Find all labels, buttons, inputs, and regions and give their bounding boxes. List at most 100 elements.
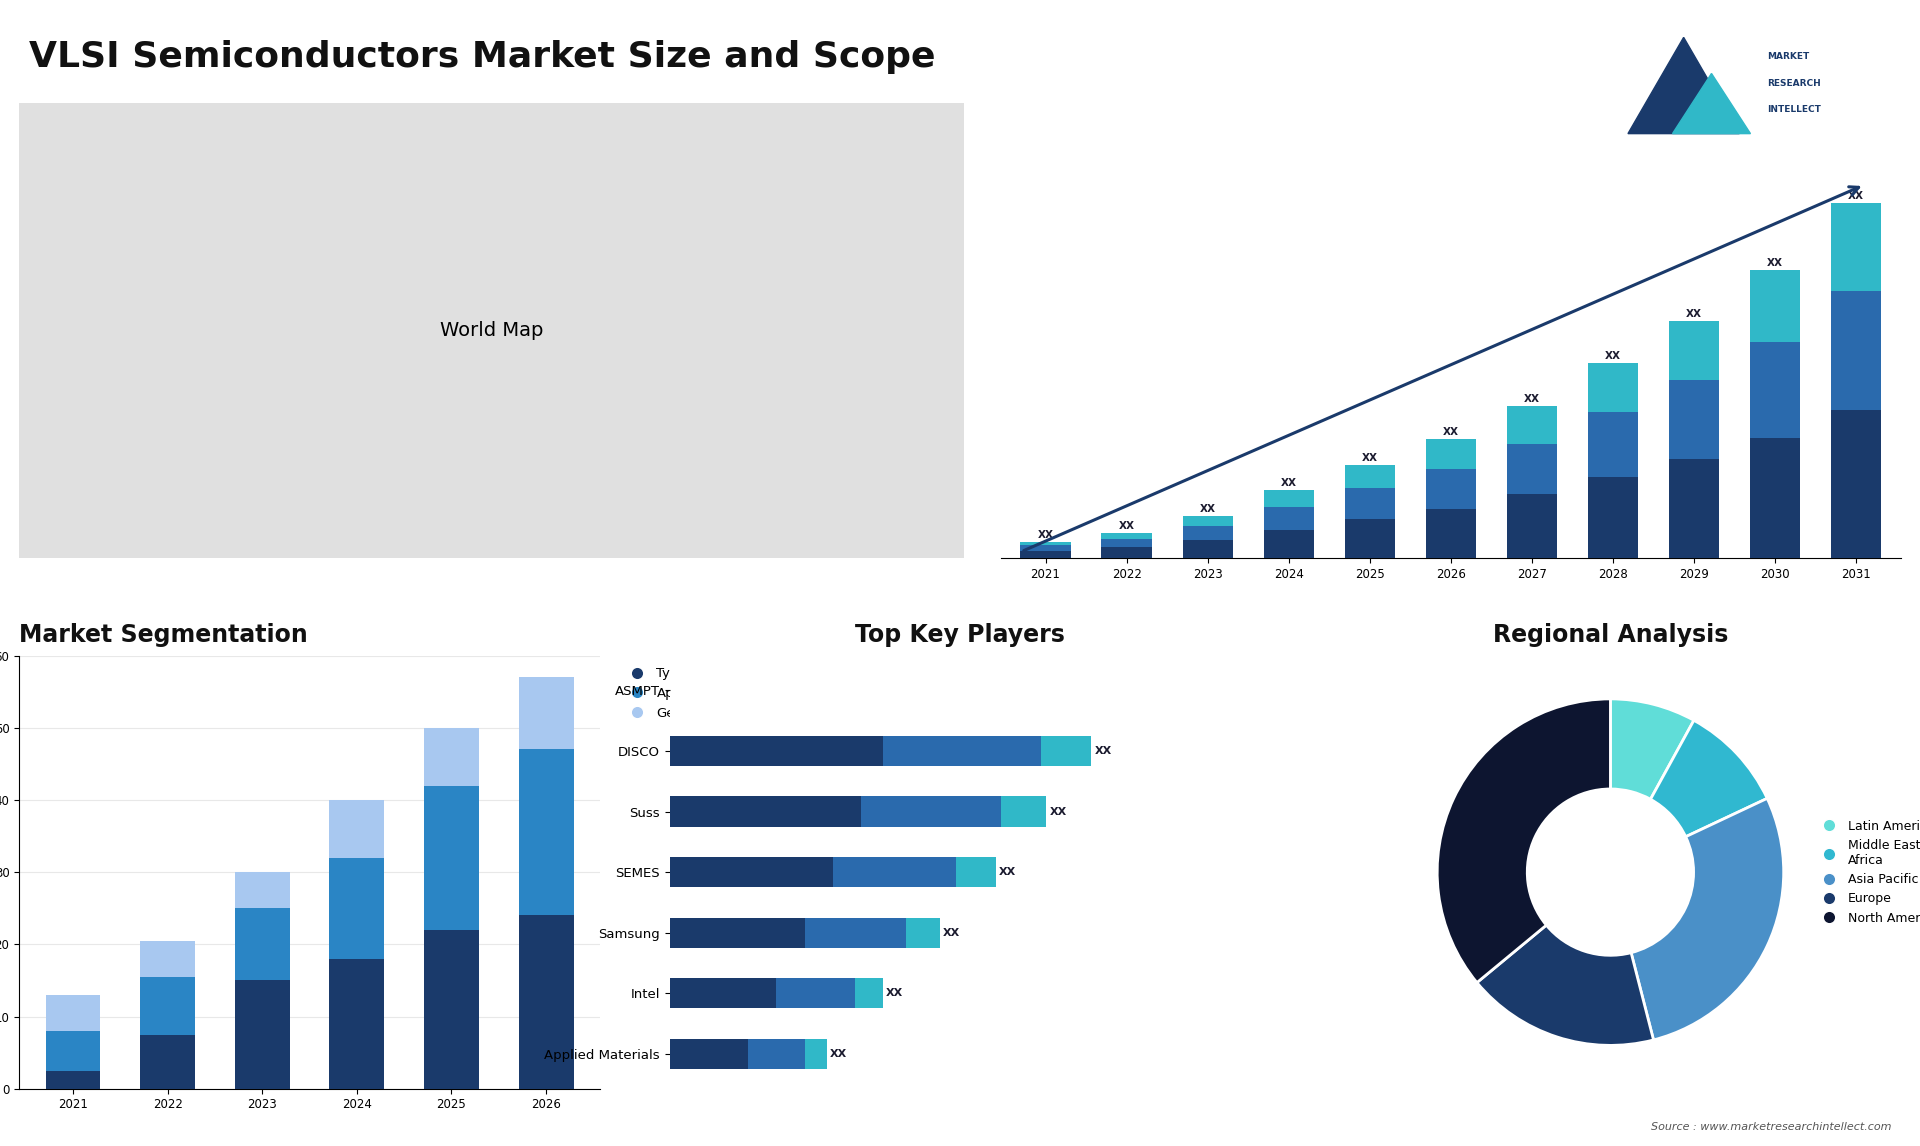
Polygon shape <box>1672 73 1751 134</box>
Bar <box>46 1070 100 1089</box>
Bar <box>518 916 574 1089</box>
Title: Regional Analysis: Regional Analysis <box>1492 622 1728 646</box>
Bar <box>833 857 956 887</box>
Bar <box>906 918 939 948</box>
Bar <box>1102 533 1152 539</box>
Text: XX: XX <box>1200 503 1215 513</box>
Bar <box>1668 380 1718 460</box>
Title: Top Key Players: Top Key Players <box>854 622 1066 646</box>
Bar <box>518 749 574 916</box>
Wedge shape <box>1632 799 1784 1039</box>
Text: XX: XX <box>943 928 960 937</box>
Bar <box>670 979 776 1008</box>
Bar <box>330 800 384 857</box>
Bar <box>1020 545 1071 551</box>
Bar <box>670 918 804 948</box>
Bar <box>140 976 196 1035</box>
Text: XX: XX <box>1442 427 1459 438</box>
Bar <box>1183 540 1233 558</box>
Bar <box>424 728 478 785</box>
Bar <box>776 979 854 1008</box>
Bar <box>1020 542 1071 545</box>
Bar <box>1344 465 1396 488</box>
Bar <box>804 1038 828 1069</box>
Text: RESEARCH: RESEARCH <box>1766 79 1820 87</box>
Bar <box>1183 526 1233 540</box>
Text: Market Segmentation: Market Segmentation <box>19 622 307 646</box>
Bar <box>1102 539 1152 548</box>
Bar <box>1263 529 1313 558</box>
Text: XX: XX <box>1686 309 1701 319</box>
Bar <box>883 736 1041 767</box>
Bar <box>670 796 860 826</box>
Bar <box>1749 438 1801 558</box>
Bar <box>1427 469 1476 509</box>
Bar <box>234 909 290 981</box>
Text: Source : www.marketresearchintellect.com: Source : www.marketresearchintellect.com <box>1651 1122 1891 1132</box>
Bar <box>234 981 290 1089</box>
Bar <box>1102 548 1152 558</box>
Bar <box>1263 508 1313 529</box>
Text: XX: XX <box>1766 258 1784 268</box>
Bar <box>1749 270 1801 343</box>
Bar <box>854 979 883 1008</box>
Wedge shape <box>1651 721 1766 837</box>
Bar <box>330 959 384 1089</box>
Text: XX: XX <box>829 1049 847 1059</box>
Wedge shape <box>1476 925 1653 1045</box>
Bar <box>1588 413 1638 477</box>
Bar <box>1749 343 1801 438</box>
Bar <box>1344 488 1396 519</box>
Text: XX: XX <box>1281 478 1296 488</box>
Bar <box>670 857 833 887</box>
Text: XX: XX <box>1094 746 1112 756</box>
Legend: Latin America, Middle East &
Africa, Asia Pacific, Europe, North America: Latin America, Middle East & Africa, Asi… <box>1812 815 1920 929</box>
Bar <box>1588 477 1638 558</box>
Bar <box>234 872 290 909</box>
Text: XX: XX <box>1037 531 1054 540</box>
Text: XX: XX <box>887 988 904 998</box>
Bar <box>330 857 384 959</box>
Bar <box>1507 406 1557 444</box>
Legend: Type, Application, Geography: Type, Application, Geography <box>618 662 737 725</box>
Wedge shape <box>1611 699 1693 799</box>
Bar <box>749 1038 804 1069</box>
Text: World Map: World Map <box>440 321 543 340</box>
Bar <box>1263 490 1313 508</box>
Text: VLSI Semiconductors Market Size and Scope: VLSI Semiconductors Market Size and Scop… <box>29 40 935 74</box>
Bar <box>804 918 906 948</box>
Bar <box>1832 410 1882 558</box>
Text: XX: XX <box>1524 393 1540 403</box>
Text: XX: XX <box>998 868 1016 877</box>
Bar <box>1507 444 1557 494</box>
Bar <box>140 941 196 976</box>
Bar <box>1020 551 1071 558</box>
Bar <box>1832 291 1882 410</box>
Bar <box>46 1031 100 1070</box>
Bar <box>1507 494 1557 558</box>
Bar <box>140 1035 196 1089</box>
Bar <box>1668 321 1718 380</box>
Bar <box>1344 519 1396 558</box>
Text: XX: XX <box>1119 521 1135 531</box>
Wedge shape <box>1438 699 1611 982</box>
Text: XX: XX <box>1050 807 1066 817</box>
Bar <box>956 857 996 887</box>
Bar <box>860 796 1002 826</box>
Bar <box>424 929 478 1089</box>
Bar <box>1002 796 1046 826</box>
Bar <box>670 1038 749 1069</box>
Bar <box>1427 509 1476 558</box>
Text: XX: XX <box>1361 453 1379 463</box>
Text: XX: XX <box>1849 190 1864 201</box>
Bar <box>670 736 883 767</box>
Bar <box>1588 363 1638 413</box>
Bar <box>1668 460 1718 558</box>
Text: MARKET: MARKET <box>1766 52 1809 61</box>
Bar <box>46 995 100 1031</box>
Bar <box>424 785 478 929</box>
Text: INTELLECT: INTELLECT <box>1766 105 1820 115</box>
Bar <box>1427 439 1476 469</box>
Bar <box>518 677 574 749</box>
Polygon shape <box>1628 38 1740 134</box>
